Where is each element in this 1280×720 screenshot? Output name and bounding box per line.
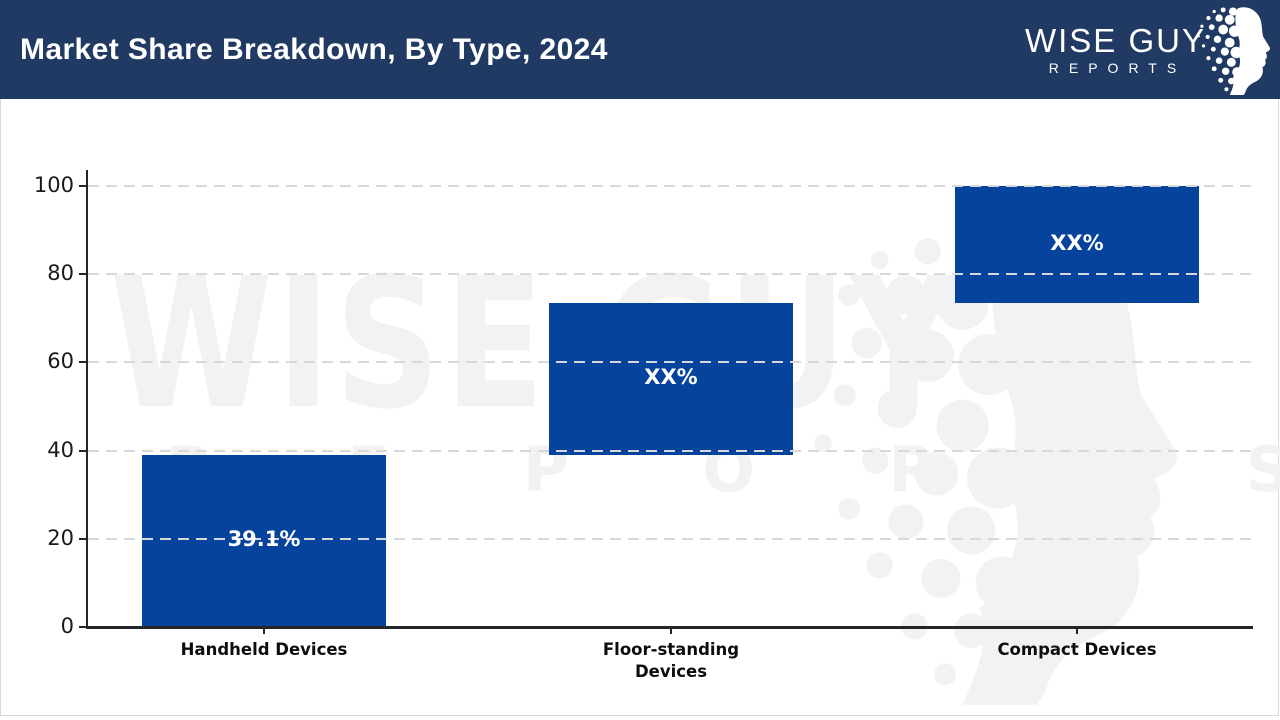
y-tick-label: 0 xyxy=(60,614,74,638)
page-title: Market Share Breakdown, By Type, 2024 xyxy=(20,32,608,66)
bar-segment xyxy=(549,303,793,455)
header-bar: Market Share Breakdown, By Type, 2024 WI… xyxy=(0,0,1280,99)
x-tick-mark xyxy=(263,627,265,634)
y-tick-label: 60 xyxy=(47,349,74,374)
y-tick-mark xyxy=(79,273,88,276)
gridline xyxy=(88,361,1253,364)
x-category-label: Compact Devices xyxy=(997,640,1157,659)
gridline xyxy=(88,537,1253,540)
x-category-label: Floor-standing Devices xyxy=(602,640,740,681)
y-tick-label: 20 xyxy=(47,525,74,550)
y-tick-label: 80 xyxy=(47,261,74,286)
logo-name: WISE GUY xyxy=(1024,21,1206,59)
y-tick-mark xyxy=(79,537,88,540)
bar-value-label: XX% xyxy=(1050,230,1104,255)
y-tick-mark xyxy=(79,185,88,187)
gridline xyxy=(88,185,1253,187)
logo-text: WISE GUY REPORTS xyxy=(1025,24,1206,76)
gridline xyxy=(88,449,1253,452)
wise-guy-reports-logo: WISE GUY REPORTS xyxy=(1025,5,1274,95)
y-tick-label: 40 xyxy=(47,437,74,462)
x-tick-mark xyxy=(1076,627,1078,634)
y-tick-mark xyxy=(79,361,88,364)
bar-value-label: 39.1% xyxy=(227,526,301,551)
y-tick-mark xyxy=(79,626,88,628)
x-category-label: Handheld Devices xyxy=(180,640,348,659)
logo-subname: REPORTS xyxy=(1048,59,1187,76)
x-axis-line xyxy=(86,626,1253,629)
bar-segment xyxy=(955,186,1199,304)
watermark: WISE GUY R E P O R T S xyxy=(0,99,1280,715)
x-tick-mark xyxy=(670,627,672,634)
bar-value-label: XX% xyxy=(644,364,698,389)
gridline xyxy=(88,273,1253,276)
y-tick-label: 100 xyxy=(33,173,74,197)
bar-segment xyxy=(142,454,386,627)
y-tick-mark xyxy=(79,449,88,452)
y-axis-line xyxy=(86,170,88,629)
